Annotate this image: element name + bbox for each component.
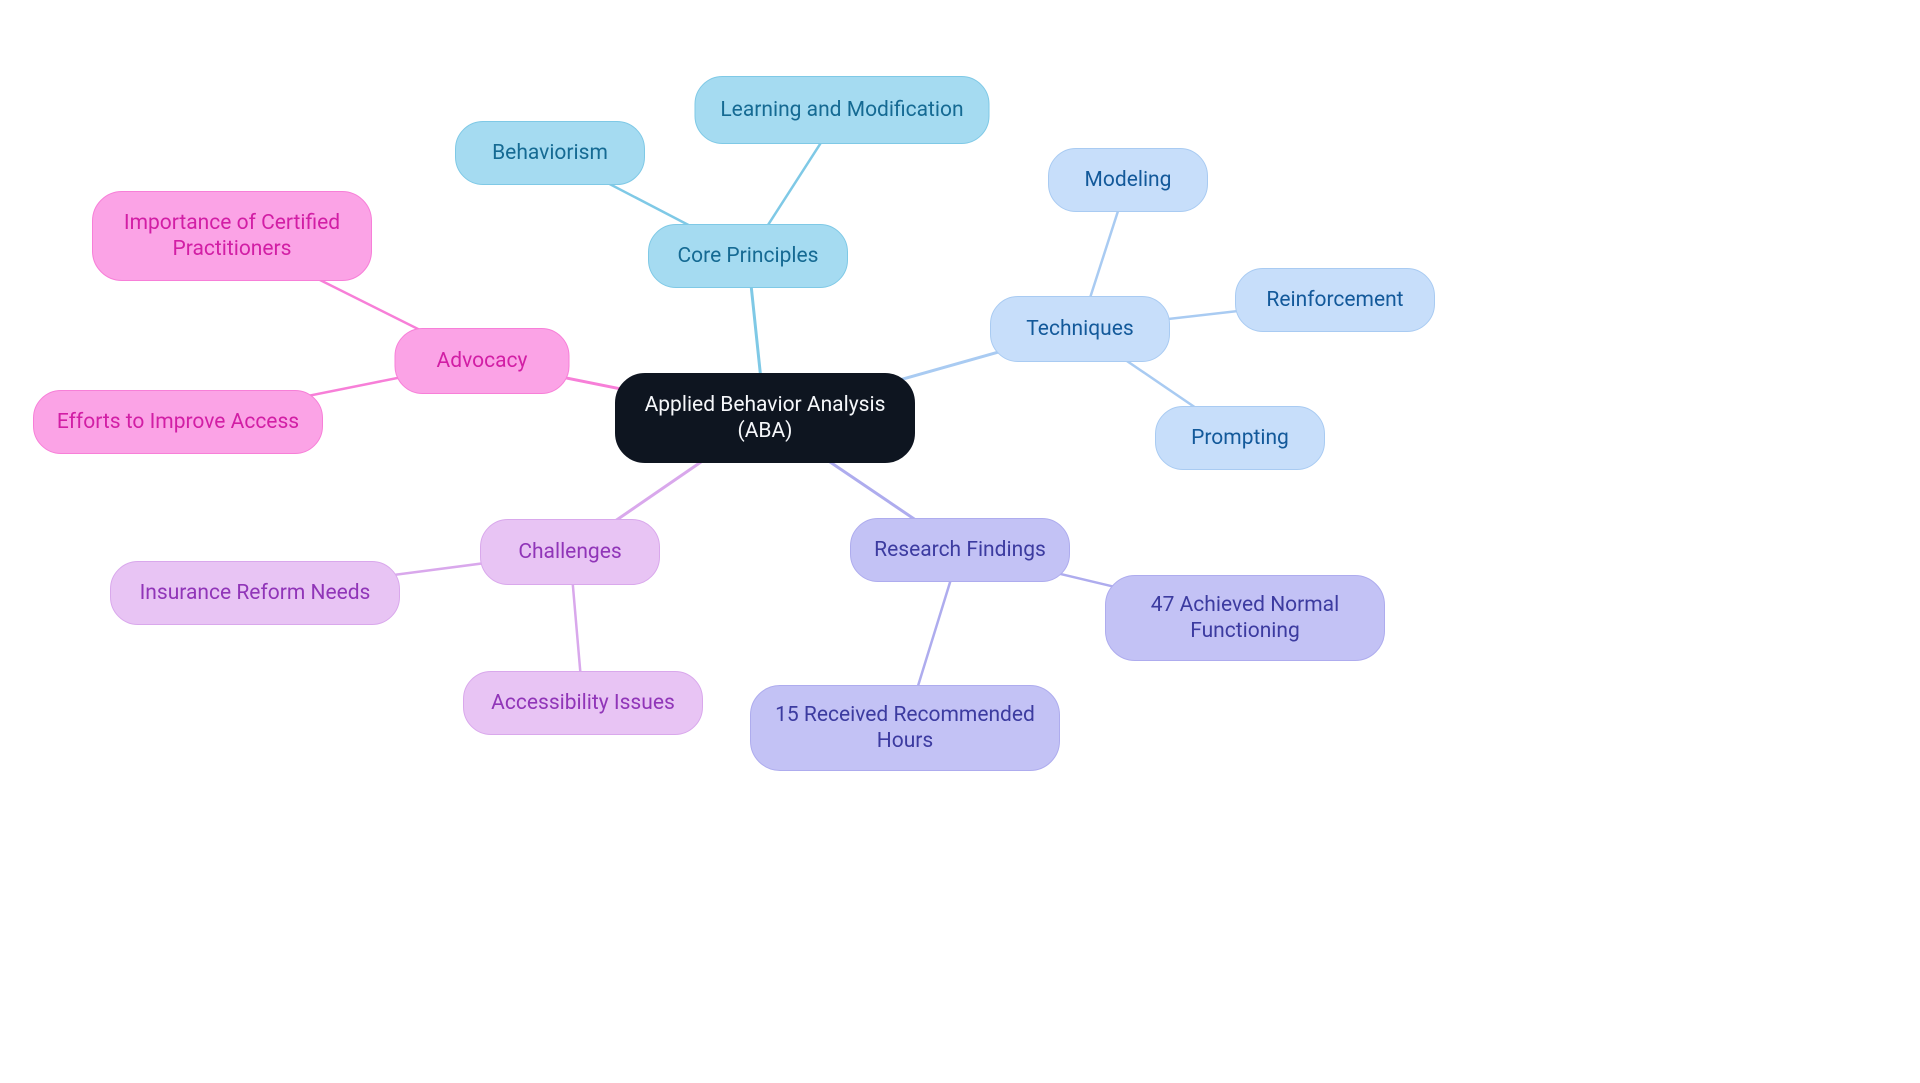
node-prompting: Prompting	[1155, 406, 1325, 470]
node-center: Applied Behavior Analysis (ABA)	[615, 373, 915, 463]
node-label-center: Applied Behavior Analysis (ABA)	[636, 392, 894, 445]
node-label-behaviorism: Behaviorism	[492, 140, 608, 166]
node-label-certified: Importance of Certified Practitioners	[113, 210, 351, 263]
node-label-access: Accessibility Issues	[491, 690, 675, 716]
node-label-prompting: Prompting	[1191, 425, 1289, 451]
node-insurance: Insurance Reform Needs	[110, 561, 400, 625]
node-certified: Importance of Certified Practitioners	[92, 191, 372, 281]
node-label-efforts: Efforts to Improve Access	[57, 409, 299, 435]
node-techniques: Techniques	[990, 296, 1170, 362]
node-label-techniques: Techniques	[1026, 316, 1133, 342]
node-research: Research Findings	[850, 518, 1070, 582]
node-label-r15: 15 Received Recommended Hours	[771, 702, 1039, 755]
node-label-insurance: Insurance Reform Needs	[140, 580, 371, 606]
node-core: Core Principles	[648, 224, 848, 288]
node-label-reinforce: Reinforcement	[1266, 287, 1403, 313]
node-label-core: Core Principles	[678, 243, 819, 269]
node-r47: 47 Achieved Normal Functioning	[1105, 575, 1385, 661]
node-advocacy: Advocacy	[395, 328, 570, 394]
node-modeling: Modeling	[1048, 148, 1208, 212]
node-label-advocacy: Advocacy	[437, 348, 528, 374]
node-reinforce: Reinforcement	[1235, 268, 1435, 332]
node-efforts: Efforts to Improve Access	[33, 390, 323, 454]
node-learnmod: Learning and Modification	[695, 76, 990, 144]
node-r15: 15 Received Recommended Hours	[750, 685, 1060, 771]
node-label-learnmod: Learning and Modification	[720, 97, 963, 123]
node-label-modeling: Modeling	[1085, 167, 1172, 193]
node-label-r47: 47 Achieved Normal Functioning	[1126, 592, 1364, 645]
node-behaviorism: Behaviorism	[455, 121, 645, 185]
node-access: Accessibility Issues	[463, 671, 703, 735]
node-label-research: Research Findings	[874, 537, 1046, 563]
mindmap-canvas: Applied Behavior Analysis (ABA) Core Prin…	[0, 0, 1920, 1083]
node-label-challenges: Challenges	[518, 539, 621, 565]
node-challenges: Challenges	[480, 519, 660, 585]
